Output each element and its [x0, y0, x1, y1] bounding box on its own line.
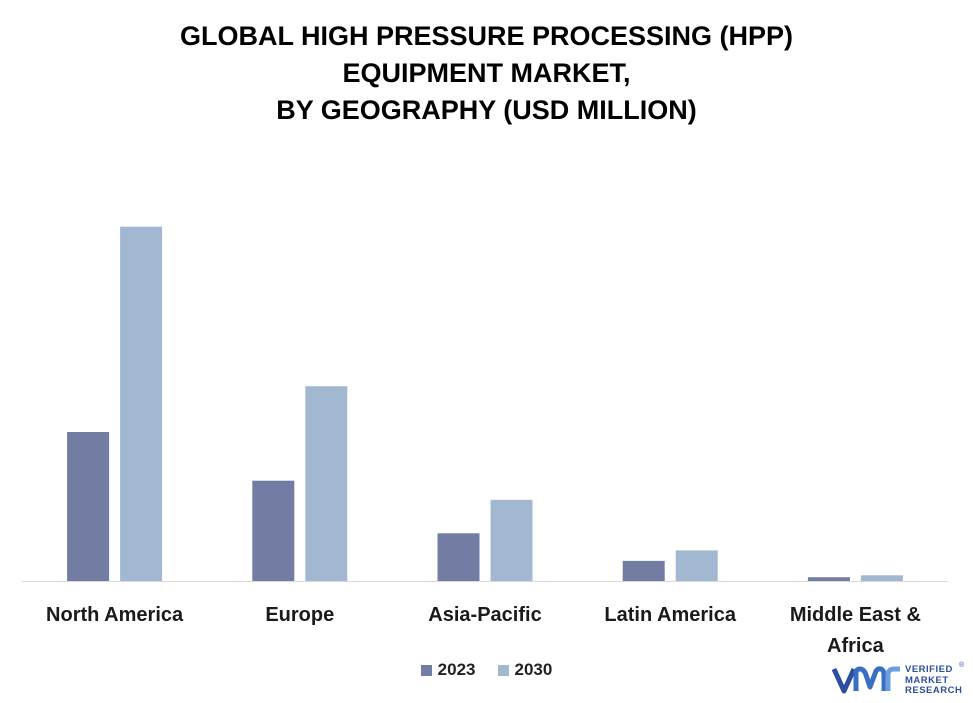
- chart-title: GLOBAL HIGH PRESSURE PROCESSING (HPP) EQ…: [0, 18, 973, 129]
- legend-item-2023: 2023: [420, 660, 476, 680]
- bar-2023-latin-america: [622, 560, 665, 581]
- registered-mark: ®: [959, 662, 965, 669]
- x-tick-label-europe: Europe: [265, 604, 334, 626]
- title-line-2: EQUIPMENT MARKET,: [342, 58, 631, 88]
- bar-2023-north-america: [67, 432, 110, 581]
- logo-text: VERIFIED MARKET RESEARCH: [905, 664, 963, 697]
- bar-2030-north-america: [120, 226, 163, 581]
- legend-label-2030: 2030: [514, 660, 553, 679]
- title-line-1: GLOBAL HIGH PRESSURE PROCESSING (HPP): [179, 21, 794, 51]
- logo-line-1: VERIFIED: [905, 664, 953, 675]
- legend-swatch-2030: [497, 664, 509, 676]
- x-tick-label-middle-east-africa: Middle East & Africa: [790, 604, 921, 657]
- bar-2030-europe: [305, 386, 348, 581]
- logo-line-2: MARKET: [905, 674, 949, 686]
- x-tick-labels: North America Europe Asia-Pacific Latin Ame…: [46, 604, 921, 657]
- bar-2023-europe: [252, 480, 295, 581]
- bar-2030-middle-east-africa: [860, 575, 903, 581]
- bar-2023-asia-pacific: [437, 533, 480, 582]
- legend-item-2030: 2030: [497, 660, 553, 680]
- logo-line-3: RESEARCH: [905, 685, 963, 696]
- bar-chart: North America Europe Asia-Pacific Latin Ame…: [22, 226, 948, 657]
- x-tick-label-latin-america: Latin America: [604, 604, 736, 626]
- bar-2030-asia-pacific: [490, 499, 533, 581]
- verified-market-research-logo: VERIFIED MARKET RESEARCH ®: [832, 662, 967, 698]
- bars-group: [67, 226, 903, 582]
- legend-swatch-2023: [420, 664, 432, 676]
- bar-2030-latin-america: [675, 550, 718, 581]
- x-tick-label-north-america: North America: [46, 604, 184, 626]
- legend-label-2023: 2023: [437, 660, 476, 679]
- x-tick-label-asia-pacific: Asia-Pacific: [428, 604, 541, 626]
- title-line-3: BY GEOGRAPHY (USD MILLION): [276, 95, 697, 125]
- vmr-logo-icon: [832, 666, 900, 694]
- legend: 2023 2030: [0, 660, 973, 680]
- bar-2023-middle-east-africa: [807, 577, 850, 581]
